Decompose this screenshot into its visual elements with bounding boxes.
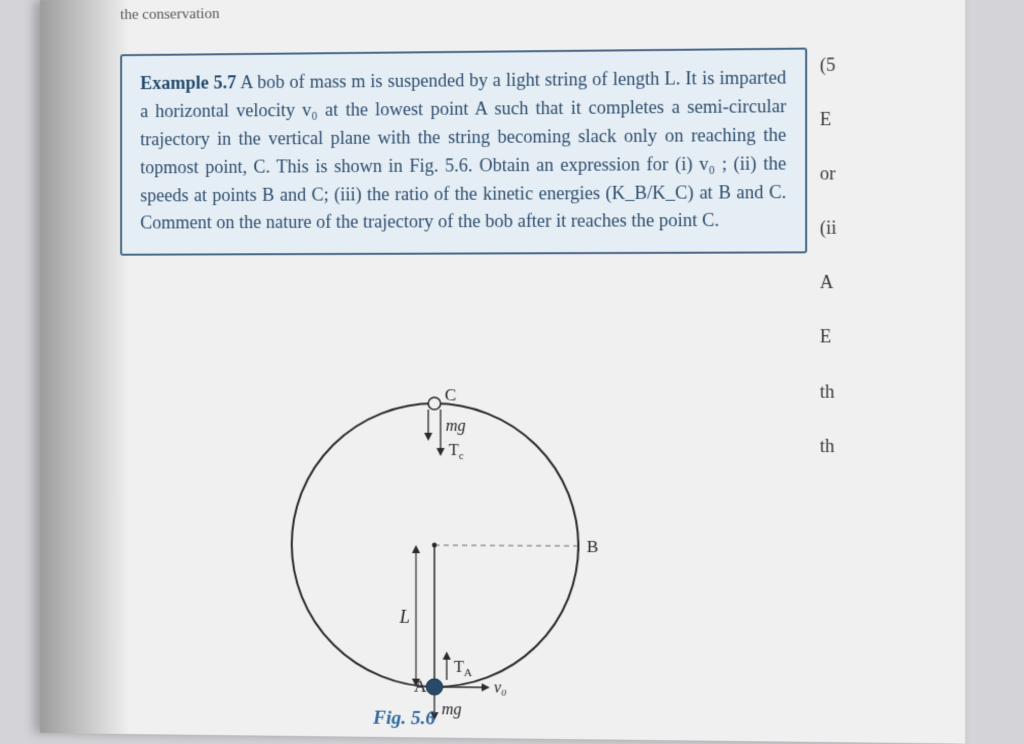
margin-frag: E <box>820 310 936 365</box>
margin-frag: or <box>820 146 936 201</box>
label-L: L <box>399 607 410 627</box>
margin-column: (5 E or (ii A E th th <box>820 37 936 474</box>
example-body: A bob of mass m is suspended by a light … <box>140 67 786 233</box>
binding-shadow <box>40 0 130 734</box>
label-v0: v₀ <box>494 679 507 696</box>
center-dot <box>432 543 437 548</box>
tc-head <box>436 448 444 456</box>
label-c: C <box>445 388 457 404</box>
ta-head <box>443 652 451 660</box>
margin-frag: th <box>820 365 936 420</box>
page-header: the conservation <box>120 6 219 24</box>
point-c-marker <box>428 397 440 409</box>
figure-caption: Fig. 5.6 <box>373 708 435 731</box>
bob <box>426 679 442 695</box>
label-a: A <box>414 677 427 696</box>
figure-diagram: L C mg Tc B A TA v₀ mg <box>221 388 661 725</box>
v0-head <box>482 683 490 691</box>
radius-ob <box>434 545 578 546</box>
label-mg-bot: mg <box>442 701 462 718</box>
margin-frag: A <box>820 255 936 310</box>
margin-frag: (5 <box>820 37 936 93</box>
mg-c-head <box>424 433 432 441</box>
example-box: Example 5.7 A bob of mass m is suspended… <box>120 48 807 257</box>
page: the conservation Example 5.7 A bob of ma… <box>40 0 965 744</box>
margin-frag: E <box>820 92 936 147</box>
length-arrow-up <box>412 545 420 553</box>
label-mg-top: mg <box>446 418 466 435</box>
label-ta: TA <box>454 659 472 679</box>
margin-frag: th <box>820 419 936 474</box>
label-tc: Tc <box>449 442 464 462</box>
margin-frag: (ii <box>820 201 936 256</box>
label-b: B <box>587 537 599 556</box>
example-lead: Example 5.7 <box>140 72 236 93</box>
